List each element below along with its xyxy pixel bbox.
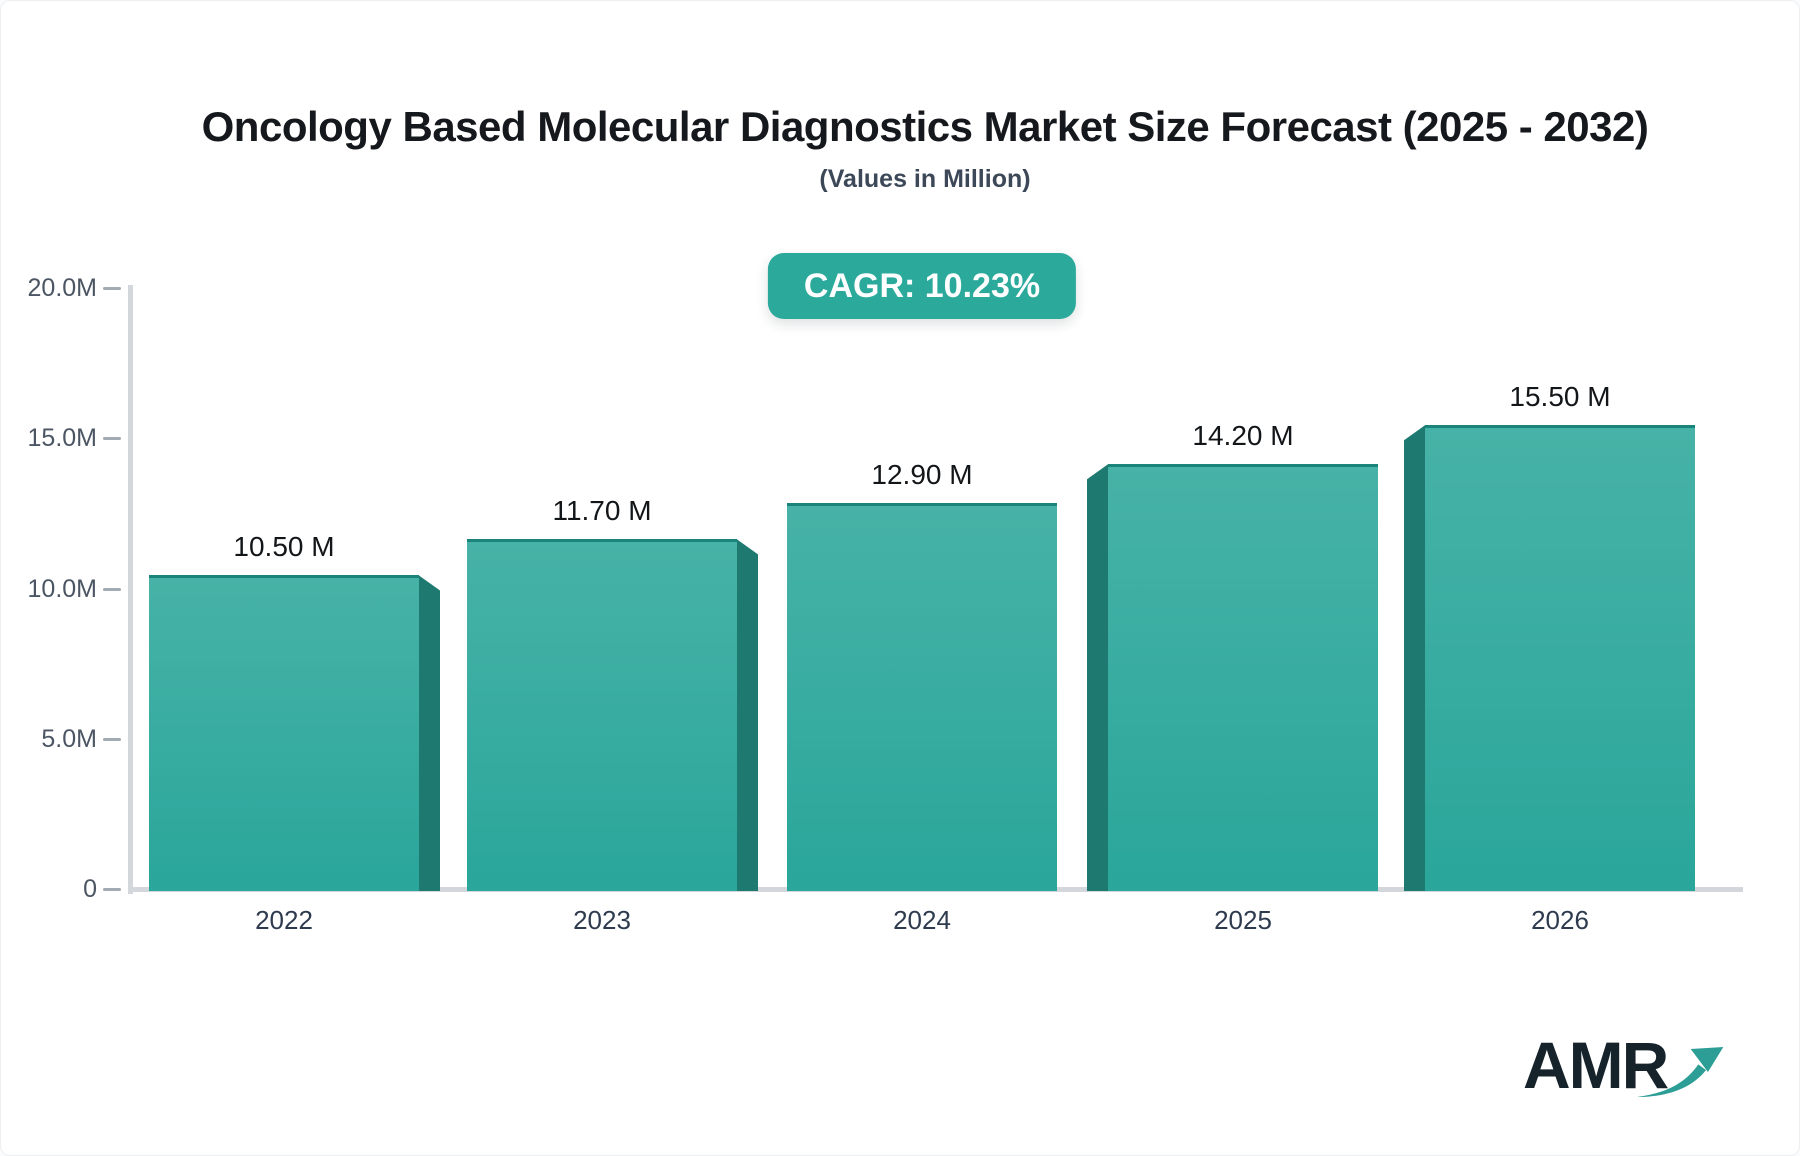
x-axis-label-2026: 2026: [1531, 905, 1589, 935]
y-axis-tick-label: 10.0M: [27, 574, 97, 603]
y-axis-tick-label: 20.0M: [27, 274, 97, 302]
growth-arrow-icon: [1636, 1047, 1724, 1097]
bar-value-label-2025: 14.20 M: [1192, 420, 1294, 452]
bar-value-label-2026: 15.50 M: [1509, 381, 1611, 413]
x-axis-label-2023: 2023: [573, 905, 631, 935]
bar-value-label-2022: 10.50 M: [233, 531, 335, 563]
bar-3d-side-2023: [737, 539, 758, 891]
bar-2026: [1425, 425, 1695, 891]
y-axis-line: [128, 285, 133, 894]
y-axis-tick-mark: [103, 287, 121, 290]
y-axis-tick-mark: [103, 737, 121, 741]
bar-2025: [1108, 464, 1378, 891]
bar-2022: [149, 575, 419, 891]
y-axis-tick-mark: [103, 888, 121, 891]
cagr-badge: CAGR: 10.23%: [767, 253, 1077, 319]
x-axis-label-2024: 2024: [893, 905, 951, 935]
bar-2024: [787, 503, 1057, 891]
bar-3d-side-2026: [1404, 425, 1425, 891]
bar-value-label-2024: 12.90 M: [871, 459, 973, 491]
y-axis-tick-mark: [103, 437, 121, 441]
chart-subtitle: (Values in Million): [819, 165, 1031, 193]
amr-logo: AMR: [1523, 1028, 1724, 1113]
bar-2023: [467, 539, 737, 891]
y-axis-tick-mark: [103, 587, 121, 591]
y-axis-tick-label: 15.0M: [27, 424, 97, 453]
bar-3d-side-2025: [1087, 464, 1108, 891]
x-axis-label-2025: 2025: [1214, 905, 1272, 935]
bar-value-label-2023: 11.70 M: [552, 495, 652, 527]
y-axis-tick-label: 0: [83, 875, 97, 903]
x-axis-label-2022: 2022: [255, 905, 313, 935]
chart-title: Oncology Based Molecular Diagnostics Mar…: [201, 103, 1649, 150]
amr-logo-text: AMR: [1523, 1028, 1669, 1102]
bar-3d-side-2022: [419, 575, 440, 891]
y-axis-tick-label: 5.0M: [41, 724, 97, 753]
